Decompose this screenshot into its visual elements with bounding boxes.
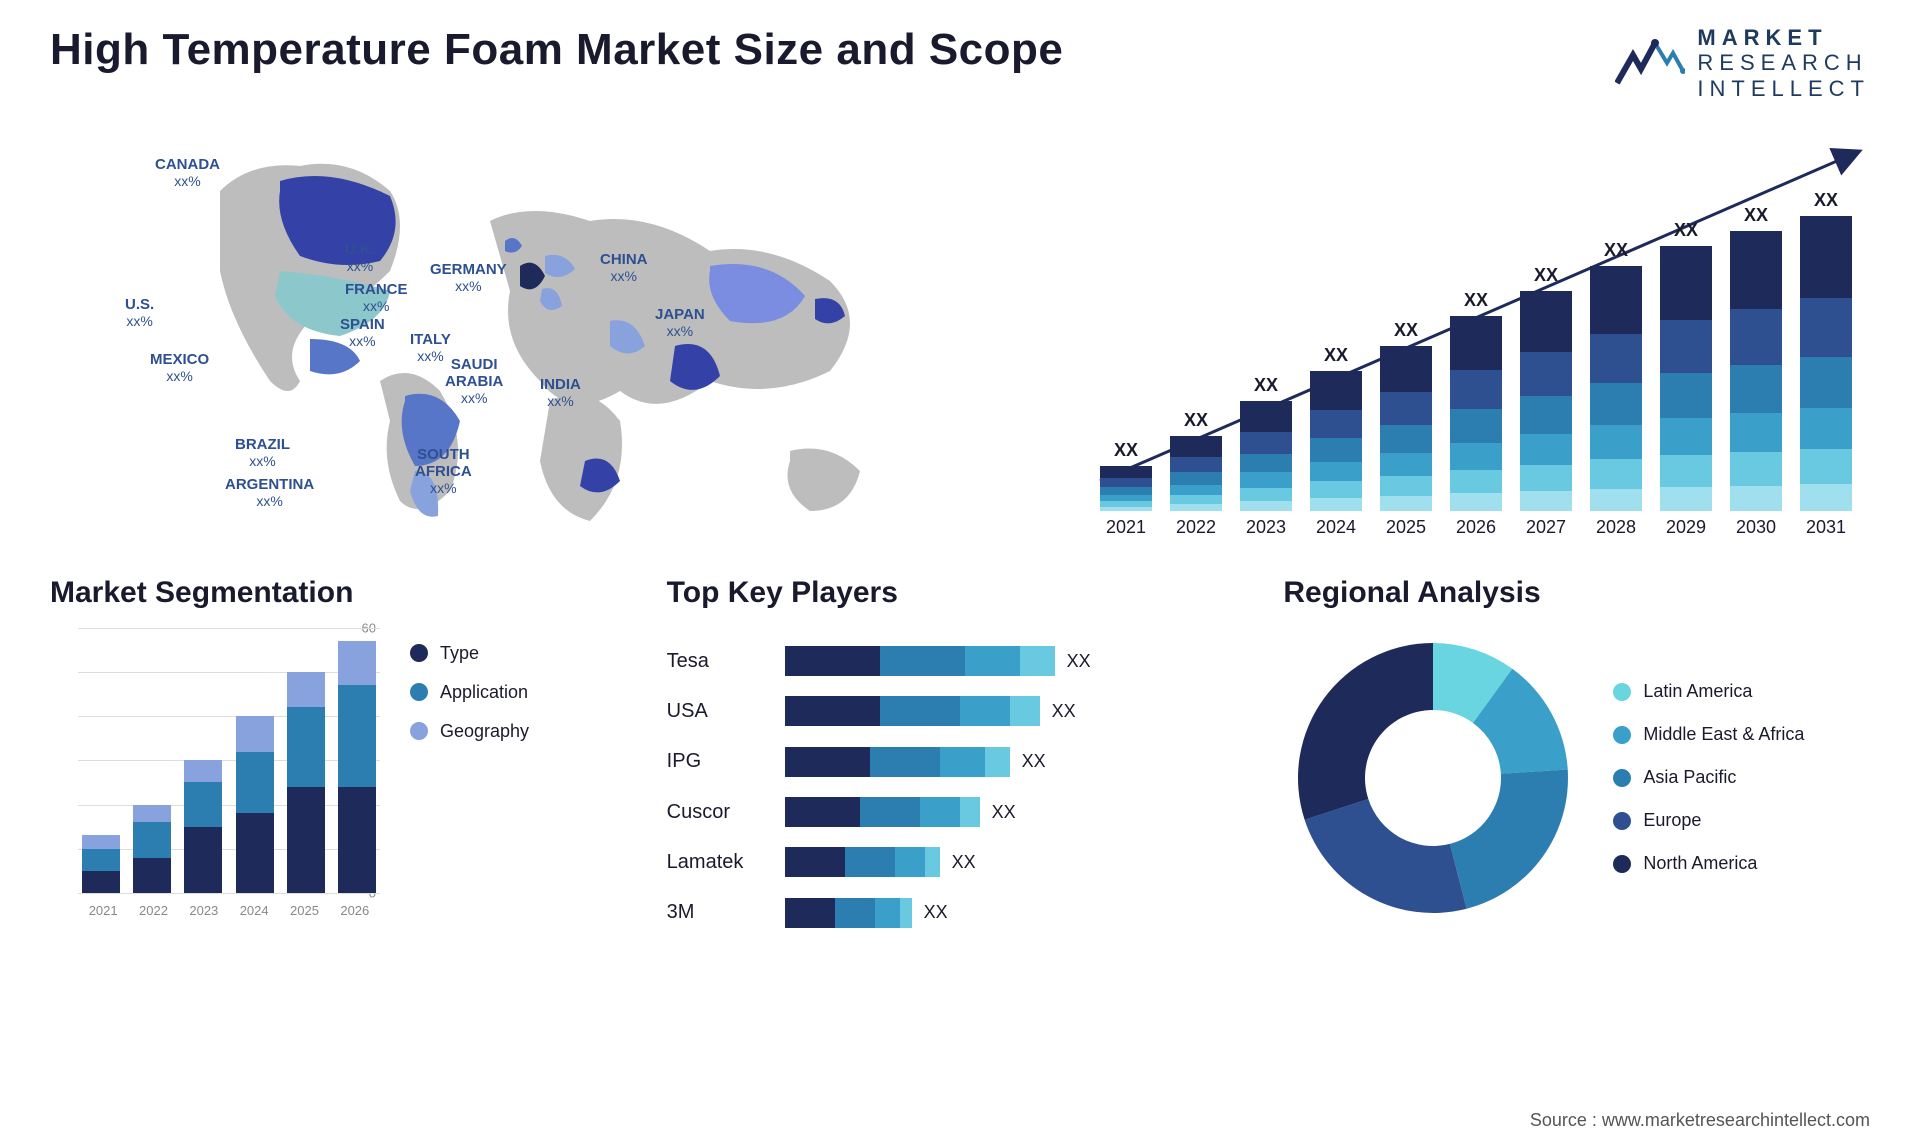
- page-title: High Temperature Foam Market Size and Sc…: [50, 25, 1063, 75]
- forecast-bar: [1450, 316, 1502, 511]
- forecast-value-label: XX: [1170, 410, 1222, 431]
- regional-donut: [1283, 628, 1583, 928]
- world-map: CANADAxx% U.S.xx% MEXICOxx% BRAZILxx% ARGENT…: [50, 121, 1050, 541]
- legend-item: North America: [1613, 853, 1804, 874]
- donut-slice: [1450, 769, 1568, 908]
- player-bar-row: XX: [785, 797, 1254, 827]
- player-bar-row: XX: [785, 898, 1254, 928]
- legend-item: Geography: [410, 721, 529, 742]
- forecast-value-label: XX: [1590, 240, 1642, 261]
- forecast-value-label: XX: [1240, 375, 1292, 396]
- forecast-value-label: XX: [1100, 440, 1152, 461]
- forecast-year-label: 2023: [1240, 517, 1292, 538]
- donut-slice: [1298, 643, 1433, 820]
- legend-item: Middle East & Africa: [1613, 724, 1804, 745]
- donut-slice: [1305, 799, 1467, 913]
- map-label: SAUDIARABIAxx%: [445, 356, 503, 407]
- legend-item: Asia Pacific: [1613, 767, 1804, 788]
- forecast-bar: [1660, 246, 1712, 511]
- forecast-bar: [1170, 436, 1222, 511]
- forecast-bar: [1590, 266, 1642, 511]
- segmentation-bar: [184, 760, 222, 892]
- player-bar-row: XX: [785, 646, 1254, 676]
- brand-logo: MARKET RESEARCH INTELLECT: [1615, 25, 1870, 101]
- player-name: Lamatek: [667, 851, 767, 874]
- legend-item: Type: [410, 643, 529, 664]
- player-name: IPG: [667, 750, 767, 773]
- forecast-value-label: XX: [1660, 220, 1712, 241]
- forecast-year-label: 2021: [1100, 517, 1152, 538]
- map-label: MEXICOxx%: [150, 351, 209, 384]
- segmentation-bar: [236, 716, 274, 893]
- map-label: U.S.xx%: [125, 296, 154, 329]
- players-heading: Top Key Players: [667, 576, 1254, 610]
- forecast-year-label: 2024: [1310, 517, 1362, 538]
- forecast-year-label: 2022: [1170, 517, 1222, 538]
- forecast-year-label: 2029: [1660, 517, 1712, 538]
- forecast-chart: 2021 XX 2022 XX 2023 XX 2024 XX 2025 XX 2026 XX 2027…: [1090, 121, 1870, 541]
- legend-item: Application: [410, 682, 529, 703]
- forecast-value-label: XX: [1380, 320, 1432, 341]
- forecast-value-label: XX: [1310, 345, 1362, 366]
- players-bars: XX XX XX XX XX XX: [785, 628, 1254, 938]
- segmentation-bar: [287, 672, 325, 893]
- forecast-bar: [1520, 291, 1572, 511]
- player-name: USA: [667, 700, 767, 723]
- map-label: CHINAxx%: [600, 251, 648, 284]
- player-name: Tesa: [667, 650, 767, 673]
- forecast-year-label: 2025: [1380, 517, 1432, 538]
- player-bar-row: XX: [785, 696, 1254, 726]
- forecast-bar: [1380, 346, 1432, 511]
- forecast-bar: [1310, 371, 1362, 511]
- segmentation-bar: [133, 805, 171, 893]
- segmentation-heading: Market Segmentation: [50, 576, 637, 610]
- logo-text-3: INTELLECT: [1697, 76, 1870, 101]
- map-label: FRANCExx%: [345, 281, 408, 314]
- legend-item: Europe: [1613, 810, 1804, 831]
- legend-item: Latin America: [1613, 681, 1804, 702]
- source-text: Source : www.marketresearchintellect.com: [1530, 1110, 1870, 1131]
- map-label: CANADAxx%: [155, 156, 220, 189]
- map-label: INDIAxx%: [540, 376, 581, 409]
- map-label: SPAINxx%: [340, 316, 385, 349]
- map-label: ARGENTINAxx%: [225, 476, 314, 509]
- segmentation-legend: Type Application Geography: [410, 628, 529, 918]
- map-label: U.K.xx%: [345, 241, 375, 274]
- forecast-bar: [1240, 401, 1292, 511]
- players-panel: Top Key Players Tesa USA IPG Cuscor Lamatek 3…: [667, 576, 1254, 938]
- forecast-year-label: 2028: [1590, 517, 1642, 538]
- segmentation-bar: [338, 641, 376, 893]
- forecast-value-label: XX: [1730, 205, 1782, 226]
- segmentation-chart: 0102030405060202120222023202420252026: [50, 628, 380, 918]
- forecast-year-label: 2031: [1800, 517, 1852, 538]
- segmentation-bar: [82, 835, 120, 892]
- player-name: Cuscor: [667, 801, 767, 824]
- logo-text-1: MARKET: [1697, 25, 1870, 50]
- forecast-value-label: XX: [1800, 190, 1852, 211]
- player-bar-row: XX: [785, 747, 1254, 777]
- forecast-bar: [1100, 466, 1152, 511]
- map-label: GERMANYxx%: [430, 261, 507, 294]
- player-name: 3M: [667, 901, 767, 924]
- map-label: SOUTHAFRICAxx%: [415, 446, 472, 497]
- regional-legend: Latin America Middle East & Africa Asia Pa…: [1613, 681, 1804, 874]
- forecast-bar: [1800, 216, 1852, 511]
- players-names: Tesa USA IPG Cuscor Lamatek 3M: [667, 628, 767, 938]
- regional-panel: Regional Analysis Latin America Middle Ea…: [1283, 576, 1870, 938]
- forecast-bar: [1730, 231, 1782, 511]
- map-label: JAPANxx%: [655, 306, 705, 339]
- map-label: BRAZILxx%: [235, 436, 290, 469]
- player-bar-row: XX: [785, 847, 1254, 877]
- forecast-value-label: XX: [1520, 265, 1572, 286]
- forecast-year-label: 2026: [1450, 517, 1502, 538]
- forecast-year-label: 2027: [1520, 517, 1572, 538]
- forecast-year-label: 2030: [1730, 517, 1782, 538]
- forecast-value-label: XX: [1450, 290, 1502, 311]
- segmentation-panel: Market Segmentation 01020304050602021202…: [50, 576, 637, 938]
- logo-text-2: RESEARCH: [1697, 50, 1870, 75]
- regional-heading: Regional Analysis: [1283, 576, 1870, 610]
